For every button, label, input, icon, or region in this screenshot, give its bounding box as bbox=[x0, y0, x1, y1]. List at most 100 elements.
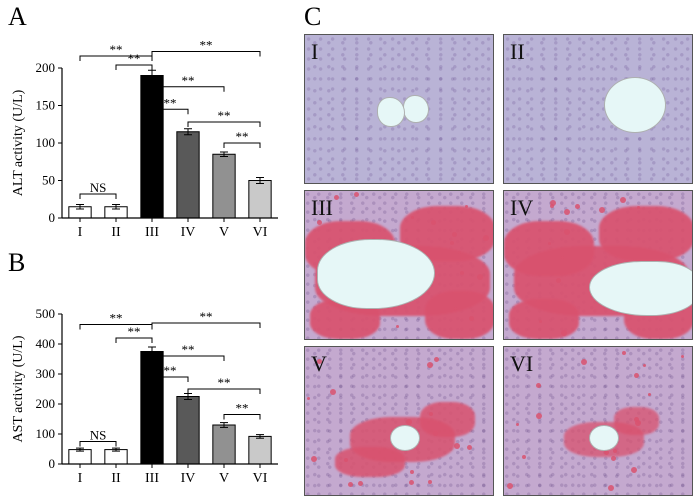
svg-text:NS: NS bbox=[90, 180, 107, 195]
vessel-lumen bbox=[390, 425, 420, 451]
chart-a: 050100150200IIIIIIIVVVINS**************A… bbox=[8, 28, 284, 244]
stain-speck bbox=[581, 359, 587, 365]
histology-panel-i: I bbox=[304, 34, 494, 184]
svg-text:I: I bbox=[78, 225, 83, 240]
svg-text:**: ** bbox=[182, 342, 195, 357]
left-column: A 050100150200IIIIIIIVVVINS*************… bbox=[0, 0, 292, 503]
svg-text:**: ** bbox=[200, 309, 213, 324]
stain-speck bbox=[548, 301, 552, 305]
stain-speck bbox=[613, 449, 617, 453]
svg-text:150: 150 bbox=[36, 98, 56, 113]
stain-speck bbox=[561, 256, 564, 259]
svg-text:II: II bbox=[111, 471, 121, 486]
stain-speck bbox=[635, 420, 641, 426]
svg-text:0: 0 bbox=[49, 210, 56, 225]
svg-text:NS: NS bbox=[90, 428, 107, 443]
stain-speck bbox=[564, 229, 570, 235]
histology-panel-iii: III bbox=[304, 190, 494, 340]
stain-speck bbox=[396, 325, 399, 328]
stain-speck bbox=[634, 373, 639, 378]
stain-speck bbox=[330, 389, 336, 395]
panel-label-c: C bbox=[304, 2, 321, 32]
svg-text:III: III bbox=[145, 225, 159, 240]
figure-root: A 050100150200IIIIIIIVVVINS*************… bbox=[0, 0, 700, 503]
svg-text:**: ** bbox=[164, 95, 177, 110]
svg-text:III: III bbox=[145, 471, 159, 486]
stain-region bbox=[420, 402, 475, 437]
stain-speck bbox=[648, 393, 651, 396]
svg-text:**: ** bbox=[236, 401, 249, 416]
svg-text:AST activity (U/L): AST activity (U/L) bbox=[11, 335, 26, 442]
vessel-lumen bbox=[403, 95, 429, 123]
svg-text:300: 300 bbox=[36, 366, 56, 381]
stain-speck bbox=[467, 445, 472, 450]
stain-speck bbox=[507, 483, 513, 489]
stain-speck bbox=[406, 419, 412, 425]
histology-panel-ii: II bbox=[503, 34, 693, 184]
svg-text:V: V bbox=[219, 471, 229, 486]
svg-text:IV: IV bbox=[181, 225, 196, 240]
stain-speck bbox=[516, 423, 519, 426]
svg-text:**: ** bbox=[200, 38, 213, 53]
svg-text:**: ** bbox=[128, 324, 141, 339]
stain-speck bbox=[631, 467, 637, 473]
histology-label: VI bbox=[510, 351, 533, 377]
svg-text:0: 0 bbox=[49, 456, 56, 471]
stain-region bbox=[335, 447, 405, 477]
stain-region bbox=[509, 299, 579, 339]
right-column: C IIIIIIIVVVI bbox=[292, 0, 700, 503]
svg-text:IV: IV bbox=[181, 471, 196, 486]
svg-text:ALT activity (U/L): ALT activity (U/L) bbox=[11, 89, 26, 196]
svg-text:200: 200 bbox=[36, 60, 56, 75]
stain-speck bbox=[575, 204, 580, 209]
histology-panel-v: V bbox=[304, 346, 494, 496]
svg-text:400: 400 bbox=[36, 336, 56, 351]
svg-text:50: 50 bbox=[42, 173, 55, 188]
svg-text:500: 500 bbox=[36, 306, 56, 321]
svg-text:100: 100 bbox=[36, 426, 56, 441]
stain-region bbox=[504, 221, 594, 276]
stain-speck bbox=[454, 443, 460, 449]
stain-speck bbox=[358, 481, 363, 486]
svg-text:**: ** bbox=[110, 311, 123, 326]
stain-speck bbox=[344, 458, 348, 462]
svg-text:VI: VI bbox=[253, 225, 268, 240]
histology-label: V bbox=[311, 351, 327, 377]
svg-text:**: ** bbox=[164, 363, 177, 378]
stain-speck bbox=[620, 197, 626, 203]
stain-speck bbox=[433, 431, 438, 436]
stain-speck bbox=[409, 480, 414, 485]
stain-speck bbox=[550, 204, 554, 208]
vessel-lumen bbox=[589, 425, 619, 451]
chart-b: 0100200300400500IIIIIIIVVVINS***********… bbox=[8, 274, 284, 490]
svg-text:200: 200 bbox=[36, 396, 56, 411]
vessel-lumen bbox=[604, 77, 666, 133]
stain-speck bbox=[311, 456, 317, 462]
histology-label: III bbox=[311, 195, 333, 221]
histology-label: I bbox=[311, 39, 318, 65]
stain-region bbox=[599, 206, 693, 261]
stain-speck bbox=[469, 316, 474, 321]
histology-label: IV bbox=[510, 195, 533, 221]
stain-speck bbox=[608, 485, 614, 491]
histology-grid: IIIIIIIVVVI bbox=[304, 34, 696, 496]
svg-text:**: ** bbox=[128, 51, 141, 66]
stain-region bbox=[425, 291, 494, 339]
stain-speck bbox=[410, 470, 414, 474]
svg-text:**: ** bbox=[218, 108, 231, 123]
svg-text:VI: VI bbox=[253, 471, 268, 486]
svg-text:**: ** bbox=[110, 42, 123, 57]
stain-speck bbox=[561, 330, 567, 336]
svg-text:**: ** bbox=[182, 73, 195, 88]
stain-speck bbox=[548, 242, 551, 245]
stain-speck bbox=[522, 455, 526, 459]
svg-text:II: II bbox=[111, 225, 121, 240]
stain-speck bbox=[637, 206, 640, 209]
svg-text:100: 100 bbox=[36, 135, 56, 150]
svg-text:V: V bbox=[219, 225, 229, 240]
svg-text:**: ** bbox=[236, 129, 249, 144]
histology-label: II bbox=[510, 39, 525, 65]
stain-speck bbox=[681, 355, 684, 358]
stain-speck bbox=[431, 220, 436, 225]
stain-speck bbox=[334, 195, 339, 200]
